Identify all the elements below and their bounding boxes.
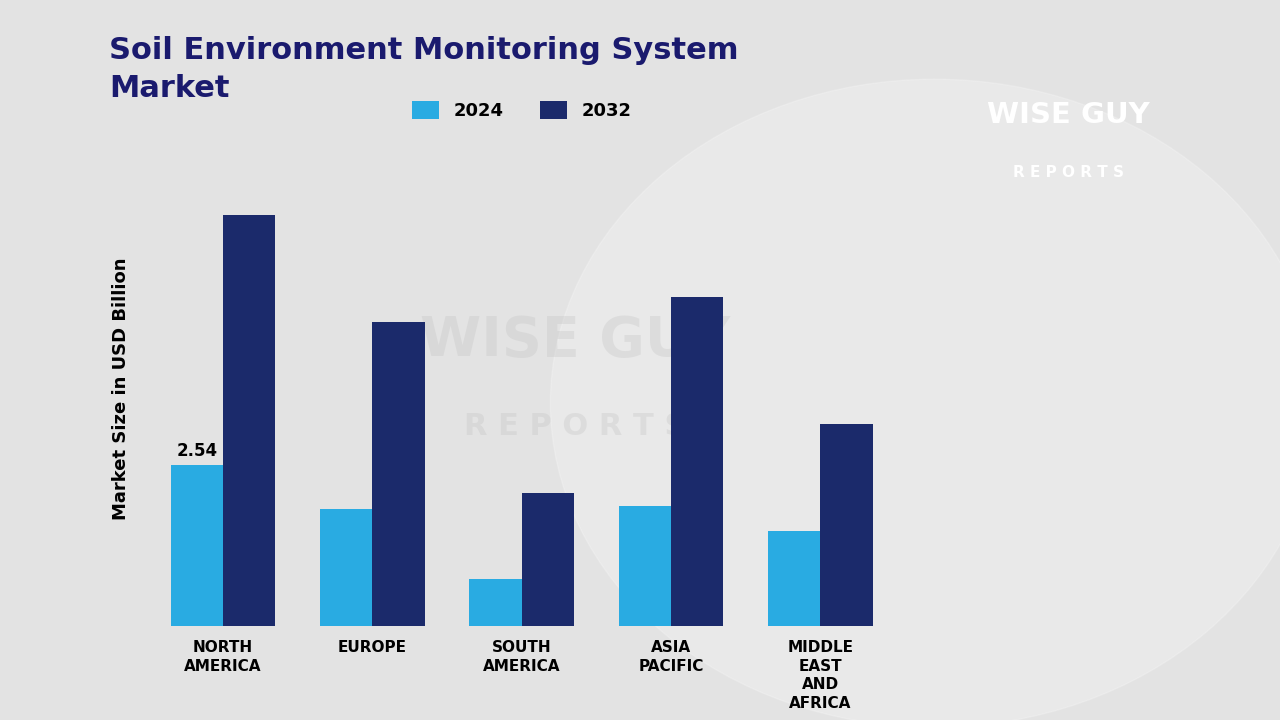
Bar bbox=[522, 493, 573, 626]
Bar bbox=[223, 215, 275, 626]
Bar bbox=[170, 465, 223, 626]
Bar bbox=[372, 323, 425, 626]
Text: R E P O R T S: R E P O R T S bbox=[463, 413, 686, 441]
Ellipse shape bbox=[550, 79, 1280, 720]
Text: Soil Environment Monitoring System
Market: Soil Environment Monitoring System Marke… bbox=[109, 36, 739, 103]
Bar bbox=[618, 506, 671, 626]
Bar bbox=[470, 579, 522, 626]
Bar bbox=[768, 531, 820, 626]
Y-axis label: Market Size in USD Billion: Market Size in USD Billion bbox=[111, 258, 129, 520]
Legend: 2024, 2032: 2024, 2032 bbox=[404, 94, 639, 127]
Bar bbox=[320, 509, 372, 626]
Text: R E P O R T S: R E P O R T S bbox=[1012, 166, 1124, 180]
Text: 2.54: 2.54 bbox=[177, 442, 218, 460]
Text: WISE GUY: WISE GUY bbox=[987, 102, 1149, 129]
Bar bbox=[671, 297, 723, 626]
Text: WISE GUY: WISE GUY bbox=[420, 314, 730, 368]
Bar bbox=[820, 423, 873, 626]
